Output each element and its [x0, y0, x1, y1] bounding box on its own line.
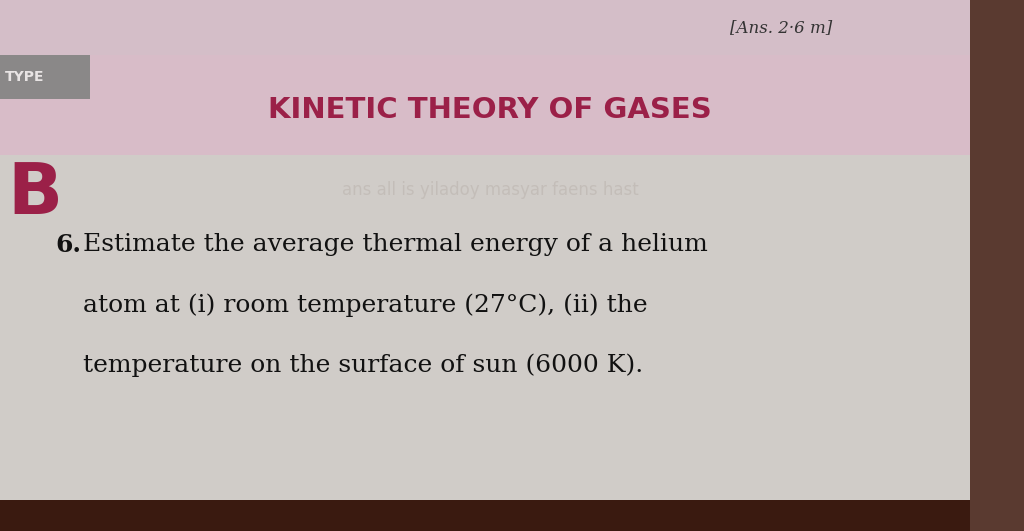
FancyBboxPatch shape — [0, 0, 970, 55]
FancyBboxPatch shape — [0, 500, 970, 531]
Text: TYPE: TYPE — [5, 70, 44, 84]
FancyBboxPatch shape — [0, 55, 970, 155]
FancyBboxPatch shape — [0, 0, 970, 531]
Text: [Ans. 2·6 m]: [Ans. 2·6 m] — [730, 20, 833, 37]
Text: Estimate the average thermal energy of a helium: Estimate the average thermal energy of a… — [83, 233, 708, 256]
FancyBboxPatch shape — [0, 55, 90, 99]
Text: atom at (i) room temperature (27°C), (ii) the: atom at (i) room temperature (27°C), (ii… — [83, 293, 647, 316]
Text: KINETIC THEORY OF GASES: KINETIC THEORY OF GASES — [268, 96, 712, 124]
Text: temperature on the surface of sun (6000 K).: temperature on the surface of sun (6000 … — [83, 353, 643, 376]
FancyBboxPatch shape — [970, 0, 1024, 531]
FancyBboxPatch shape — [0, 155, 970, 501]
Text: ans all is yiladoy masyar faens hast: ans all is yiladoy masyar faens hast — [342, 181, 638, 199]
Text: B: B — [7, 160, 62, 229]
Text: 6.: 6. — [55, 233, 81, 257]
